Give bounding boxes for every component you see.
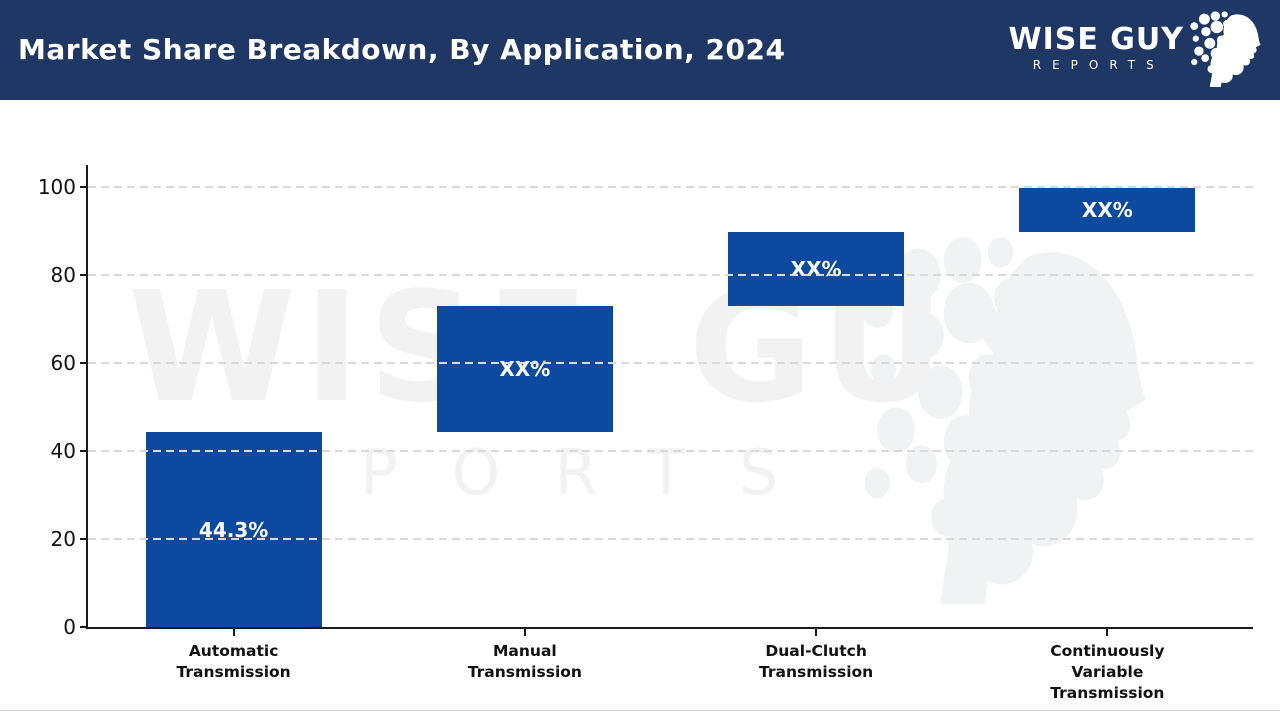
- wiseguy-face-icon: [1190, 11, 1261, 88]
- bar-continuously-variable-transmission: XX%: [1019, 187, 1196, 232]
- y-tick-label: 0: [63, 615, 76, 639]
- gridline: [88, 450, 1253, 452]
- y-axis-tick: [80, 274, 88, 276]
- gridline: [88, 274, 1253, 276]
- bottom-divider: [0, 710, 1280, 711]
- logo-subtitle: REPORTS: [1032, 58, 1165, 72]
- bar-automatic-transmission: 44.3%: [145, 432, 322, 627]
- x-axis-tick: [232, 628, 235, 636]
- header-bar: Market Share Breakdown, By Application, …: [0, 0, 1280, 100]
- bar-manual-transmission: XX%: [436, 305, 613, 433]
- x-category-label-line: Transmission: [1050, 684, 1165, 702]
- gridline: [88, 186, 1253, 188]
- y-tick-label: 40: [50, 439, 76, 463]
- x-axis-line: [86, 627, 1253, 629]
- y-axis-tick: [80, 450, 88, 452]
- x-category-label-line: Transmission: [759, 663, 874, 681]
- x-category-label: Dual-Clutch Transmission: [666, 641, 966, 683]
- chart-title: Market Share Breakdown, By Application, …: [18, 33, 786, 66]
- x-category-label-line: Transmission: [467, 663, 582, 681]
- x-category-label-line: Manual: [493, 642, 557, 660]
- y-axis-tick: [80, 362, 88, 364]
- x-category-label-line: Automatic: [188, 642, 279, 660]
- y-tick-label: 60: [50, 351, 76, 375]
- y-tick-label: 100: [37, 175, 76, 199]
- y-axis-tick: [80, 186, 88, 188]
- bar-value-label: XX%: [790, 256, 842, 281]
- gridline: [88, 362, 1253, 364]
- gridline: [88, 538, 1253, 540]
- logo-wordmark: WISE GUY: [1008, 22, 1184, 57]
- x-category-label-line: Continuously: [1050, 642, 1165, 660]
- wiseguy-logo: WISE GUY REPORTS: [1008, 8, 1266, 88]
- x-category-label: Automatic Transmission: [84, 641, 384, 683]
- logo-text: WISE GUY REPORTS: [1008, 22, 1184, 73]
- x-category-label: Continuously Variable Transmission: [957, 641, 1257, 704]
- bar-value-label: XX%: [1081, 197, 1133, 222]
- y-axis-tick: [80, 538, 88, 540]
- y-axis-tick: [80, 626, 88, 628]
- x-axis-tick: [1106, 628, 1109, 636]
- x-axis-tick: [523, 628, 526, 636]
- y-tick-label: 80: [50, 263, 76, 287]
- x-axis-tick: [815, 628, 818, 636]
- x-category-label-line: Transmission: [176, 663, 291, 681]
- x-category-label-line: Variable: [1071, 663, 1144, 681]
- x-category-label: Manual Transmission: [375, 641, 675, 683]
- bar-dual-clutch-transmission: XX%: [728, 231, 905, 306]
- y-tick-label: 20: [50, 527, 76, 551]
- bar-value-label: XX%: [499, 356, 551, 381]
- bar-value-label: 44.3%: [198, 517, 269, 542]
- y-axis-line: [86, 165, 88, 629]
- x-category-label-line: Dual-Clutch: [765, 642, 867, 660]
